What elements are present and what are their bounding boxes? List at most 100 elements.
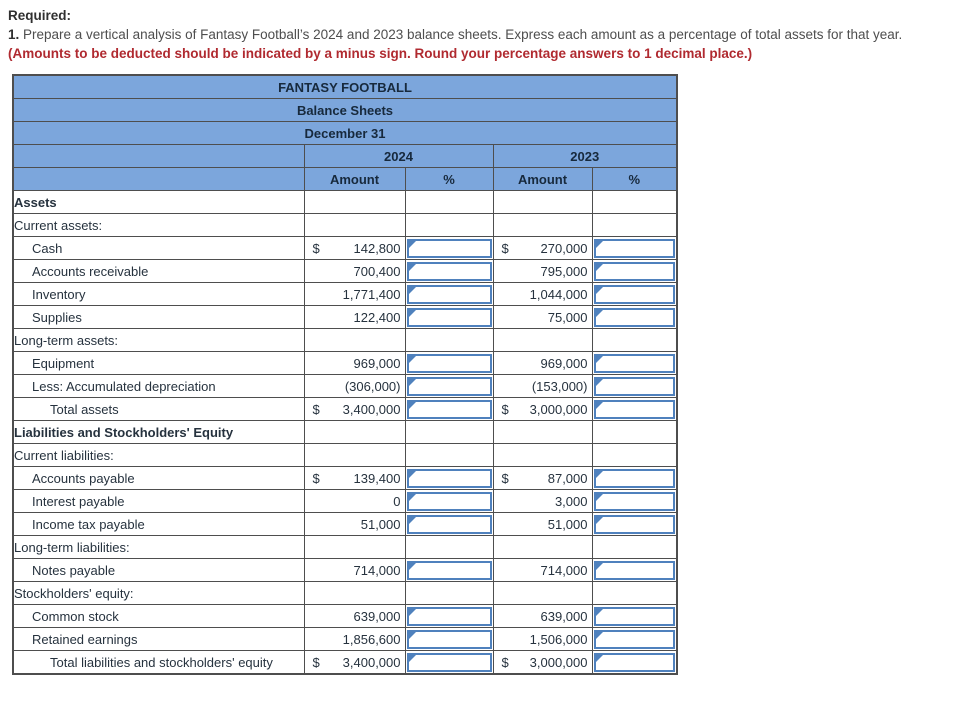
pct-cell-2023 [591,328,678,352]
amount-cell-2023: $3,000,000 [492,397,593,421]
red-note: (Amounts to be deducted should be indica… [8,46,753,61]
percent-input-2023[interactable] [593,606,675,626]
percent-input-2024[interactable] [406,652,492,672]
table-row: Income tax payable 51,000 51,000 [12,512,678,536]
amount-value-2023: 3,000 [554,493,588,509]
input-corner-marker-icon [408,608,416,616]
amount-value-2024: (306,000) [344,378,401,394]
percent-input-2024[interactable] [406,514,492,534]
instruction-body: Prepare a vertical analysis of Fantasy F… [19,27,903,42]
input-corner-marker-icon [408,240,416,248]
year-header-2023: 2023 [492,144,678,168]
col-header-amount-2023: Amount [492,167,593,191]
amount-cell-2024 [303,443,406,467]
amount-cell-2024: 700,400 [303,259,406,283]
percent-input-2024[interactable] [406,353,492,373]
percent-input-2024[interactable] [406,284,492,304]
percent-input-2024[interactable] [406,399,492,419]
percent-input-2023[interactable] [593,560,675,580]
amount-value-2024: 1,856,600 [342,631,401,647]
input-corner-marker-icon [595,631,603,639]
dollar-sign: $ [501,240,509,256]
pct-cell-2024 [404,489,494,513]
amount-cell-2023 [492,328,593,352]
percent-input-2024[interactable] [406,376,492,396]
percent-input-2024[interactable] [406,560,492,580]
amount-cell-2024: 122,400 [303,305,406,329]
percent-input-2024[interactable] [406,261,492,281]
table-row: Accounts receivable 700,400 795,000 [12,259,678,283]
percent-input-2023[interactable] [593,307,675,327]
amount-cell-2023 [492,213,593,237]
row-label: Supplies [12,305,305,329]
pct-cell-2024 [404,443,494,467]
percent-input-2024[interactable] [406,468,492,488]
pct-cell-2023 [591,213,678,237]
title-row: FANTASY FOOTBALL [12,74,678,99]
percent-input-2023[interactable] [593,261,675,281]
column-header-row: Amount % Amount % [12,167,678,191]
percent-input-2024[interactable] [406,238,492,258]
percent-input-2023[interactable] [593,353,675,373]
pct-cell-2024 [404,604,494,628]
percent-input-2024[interactable] [406,606,492,626]
amount-cell-2023: 714,000 [492,558,593,582]
amount-value-2023: 75,000 [547,309,588,325]
pct-cell-2023 [591,397,678,421]
input-corner-marker-icon [595,470,603,478]
table-row: Supplies 122,400 75,000 [12,305,678,329]
amount-cell-2024: $139,400 [303,466,406,490]
percent-input-2023[interactable] [593,399,675,419]
percent-input-2023[interactable] [593,491,675,511]
percent-input-2023[interactable] [593,238,675,258]
table-row: Long-term assets: [12,328,678,352]
pct-cell-2023 [591,535,678,559]
pct-cell-2024 [404,305,494,329]
table-row: Accounts payable $139,400 $87,000 [12,466,678,490]
amount-cell-2023: 969,000 [492,351,593,375]
dollar-sign: $ [312,654,320,670]
dollar-sign: $ [312,470,320,486]
amount-value-2023: 969,000 [540,355,588,371]
row-label: Current liabilities: [12,443,305,467]
pct-cell-2024 [404,558,494,582]
percent-input-2023[interactable] [593,652,675,672]
row-label: Common stock [12,604,305,628]
pct-cell-2024 [404,328,494,352]
pct-cell-2023 [591,604,678,628]
pct-cell-2024 [404,627,494,651]
percent-input-2023[interactable] [593,514,675,534]
input-corner-marker-icon [595,309,603,317]
pct-cell-2024 [404,190,494,214]
percent-input-2023[interactable] [593,468,675,488]
pct-cell-2023 [591,627,678,651]
amount-value-2024: 142,800 [353,240,401,256]
pct-cell-2023 [591,581,678,605]
item-number: 1. [8,27,20,42]
percent-input-2024[interactable] [406,307,492,327]
amount-cell-2024: 969,000 [303,351,406,375]
row-label: Total assets [12,397,305,421]
pct-cell-2023 [591,190,678,214]
amount-value-2023: 714,000 [540,562,588,578]
percent-input-2024[interactable] [406,629,492,649]
pct-cell-2023 [591,489,678,513]
row-label: Total liabilities and stockholders' equi… [12,650,305,675]
pct-cell-2024 [404,213,494,237]
amount-cell-2023 [492,581,593,605]
input-corner-marker-icon [408,378,416,386]
pct-cell-2024 [404,535,494,559]
row-label: Stockholders' equity: [12,581,305,605]
amount-value-2024: 139,400 [353,470,401,486]
input-corner-marker-icon [595,286,603,294]
amount-value-2024: 51,000 [360,516,401,532]
amount-value-2023: 51,000 [547,516,588,532]
percent-input-2023[interactable] [593,376,675,396]
percent-input-2023[interactable] [593,629,675,649]
row-label: Retained earnings [12,627,305,651]
percent-input-2024[interactable] [406,491,492,511]
row-label: Accounts receivable [12,259,305,283]
percent-input-2023[interactable] [593,284,675,304]
table-row: Total liabilities and stockholders' equi… [12,650,678,675]
amount-value-2023: 87,000 [547,470,588,486]
